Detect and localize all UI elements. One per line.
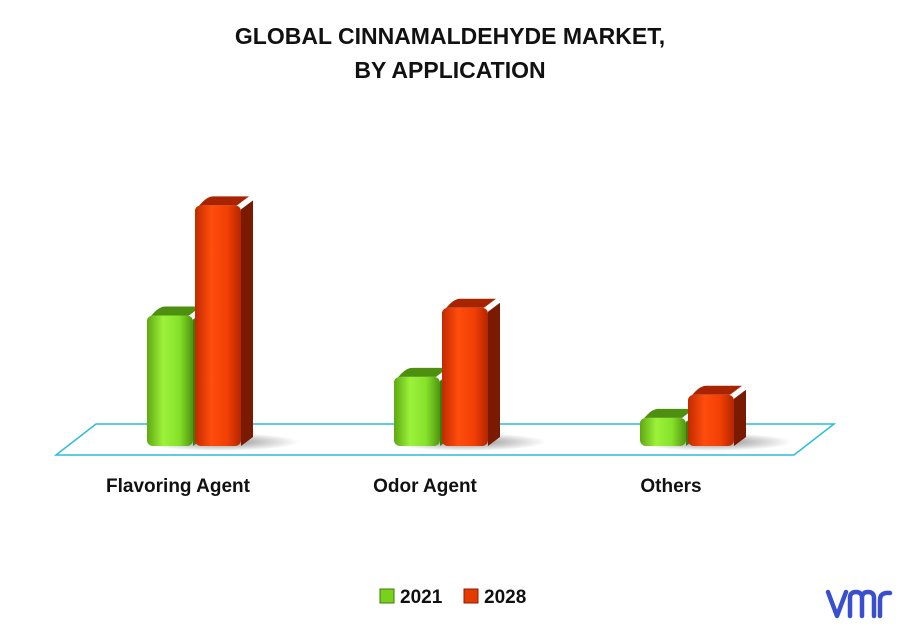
bar-front-face [147,315,193,446]
category-label-1: Odor Agent [373,476,477,497]
bar-top-face [195,196,249,212]
legend: 2021 2028 [379,587,526,608]
bar-2028-2 [688,385,746,446]
bar-side-face [734,389,746,446]
bar-top-face [147,306,201,322]
bar-top-face [394,367,448,383]
legend-label-2021: 2021 [400,587,443,608]
legend-swatch-2028 [463,588,479,604]
bar-side-face [241,200,253,446]
bar-front-face [442,307,488,446]
vmr-logo-r [877,590,893,619]
bar-front-face [640,417,686,446]
chart-title-line-1: GLOBAL CINNAMALDEHYDE MARKET, [235,23,665,49]
bar-side-face [488,302,500,446]
bar-top-face [688,385,742,401]
legend-swatch-2021 [379,588,395,604]
bar-2028-1 [442,298,500,446]
category-label-0: Flavoring Agent [106,476,251,497]
vmr-logo-v [825,589,849,619]
legend-item-2021: 2021 [379,587,443,608]
legend-label-2028: 2028 [484,587,526,608]
chart-title-line-2: BY APPLICATION [354,57,545,83]
vmr-logo-m [847,589,877,619]
category-label-2: Others [640,476,701,497]
bar-front-face [195,205,241,446]
bar-top-face [640,408,694,424]
vmr-logo [825,589,893,619]
bar-front-face [394,376,440,446]
legend-item-2028: 2028 [463,587,526,608]
bar-top-face [442,298,496,314]
bar-2028-0 [195,196,253,446]
bar-front-face [688,394,734,446]
